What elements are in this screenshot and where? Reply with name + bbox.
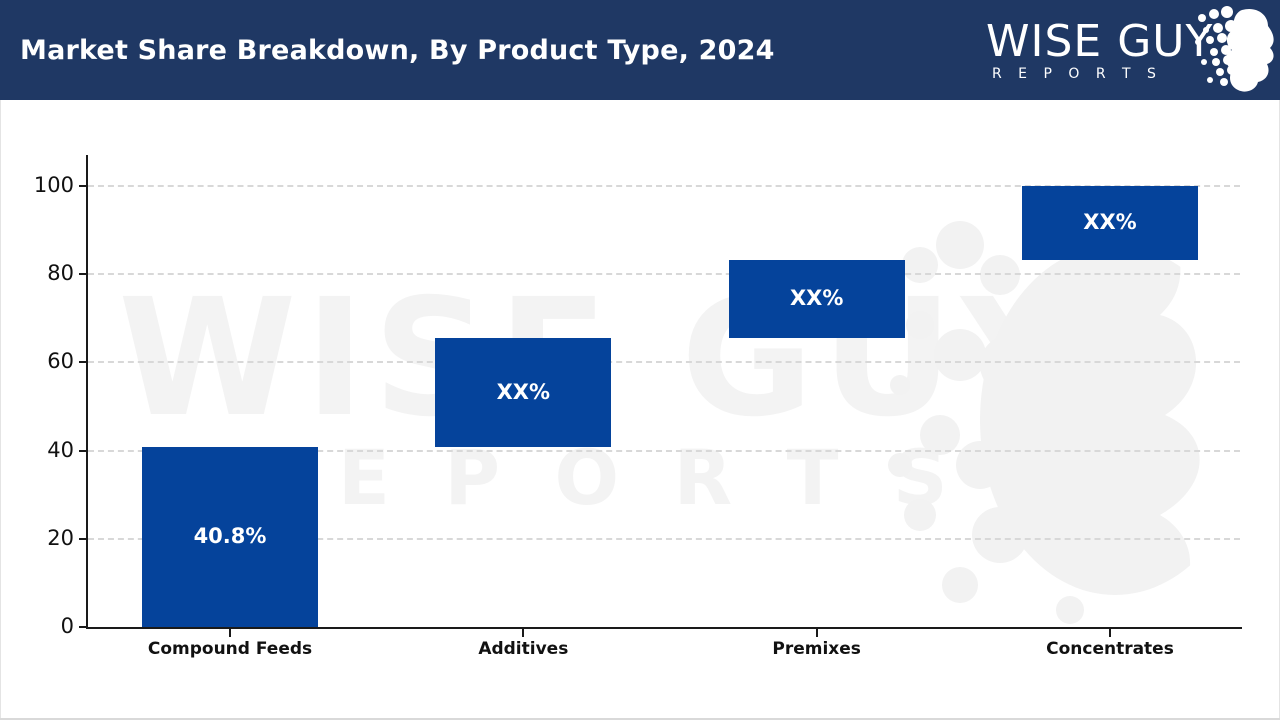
watermark-dot-head-icon	[888, 215, 1280, 624]
bar	[142, 447, 318, 627]
bar-value-label: XX%	[789, 286, 844, 311]
header-band: Market Share Breakdown, By Product Type,…	[0, 0, 1280, 100]
y-tick-label: 20	[47, 525, 74, 550]
y-tick	[79, 626, 88, 628]
y-tick	[79, 537, 88, 540]
y-tick	[79, 449, 88, 452]
bar-value-label: 40.8%	[193, 524, 267, 549]
y-tick	[79, 361, 88, 364]
category-label: Premixes	[772, 639, 861, 659]
bar-value-label: XX%	[1083, 210, 1137, 235]
grid-line	[88, 185, 1240, 187]
x-tick	[815, 629, 818, 637]
x-axis	[86, 627, 1242, 629]
bar	[435, 338, 612, 448]
logo-dot-head-icon	[1195, 6, 1274, 92]
y-tick	[79, 185, 88, 187]
logo-subtext: R E P O R T S	[992, 66, 1162, 82]
y-tick	[79, 273, 88, 276]
y-tick-label: 80	[47, 261, 74, 286]
x-tick	[522, 629, 525, 637]
watermark-subtext: R E P O R T S	[225, 433, 962, 522]
bottom-border	[0, 718, 1280, 720]
y-tick-label: 40	[47, 437, 74, 462]
page-title: Market Share Breakdown, By Product Type,…	[20, 34, 775, 66]
bar-value-label: XX%	[496, 379, 551, 404]
category-label: Additives	[478, 639, 569, 659]
grid-line	[88, 361, 1240, 364]
left-border	[0, 100, 1, 720]
y-tick-label: 0	[60, 614, 74, 638]
bar	[1021, 186, 1198, 261]
grid-line	[88, 273, 1240, 276]
x-tick	[229, 629, 231, 637]
wise-guy-reports-logo: WISE GUY R E P O R T S	[986, 6, 1274, 92]
category-label: Concentrates	[1046, 639, 1174, 659]
bar	[728, 260, 905, 339]
y-tick-label: 100	[33, 173, 74, 197]
grid-line	[88, 449, 1240, 452]
category-label: Compound Feeds	[147, 639, 313, 659]
grid-line	[88, 537, 1240, 540]
logo-wordmark: WISE GUY	[986, 16, 1213, 67]
y-tick-label: 60	[47, 349, 74, 374]
y-axis	[86, 155, 88, 629]
x-tick	[1108, 629, 1111, 637]
